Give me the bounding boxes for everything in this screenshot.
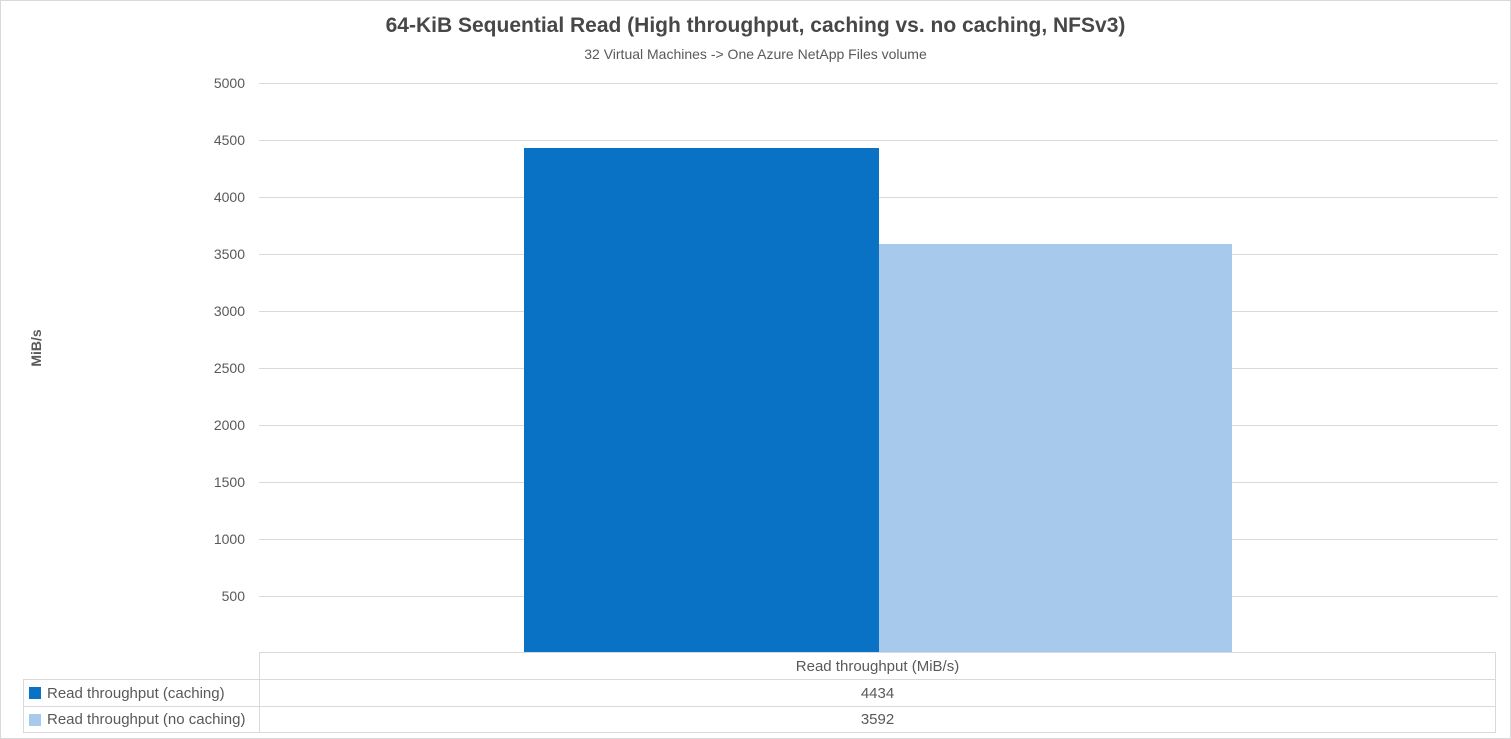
y-tick-label-4000: 4000 bbox=[213, 189, 245, 205]
chart-title: 64-KiB Sequential Read (High throughput,… bbox=[385, 14, 1126, 37]
chart-subtitle: 32 Virtual Machines -> One Azure NetApp … bbox=[584, 46, 927, 62]
legend-swatch-no-caching-icon bbox=[29, 713, 41, 726]
y-tick-label-1000: 1000 bbox=[213, 531, 245, 547]
y-tick-label-1500: 1500 bbox=[213, 474, 245, 490]
y-tick-label-3500: 3500 bbox=[213, 246, 245, 262]
legend-item-no-caching: Read throughput (no caching) bbox=[23, 706, 259, 733]
data-table-corner-cell bbox=[23, 652, 259, 679]
y-tick-label-4500: 4500 bbox=[213, 132, 245, 148]
gridline-y5000 bbox=[259, 83, 1498, 84]
data-table-category-header: Read throughput (MiB/s) bbox=[259, 652, 1496, 679]
data-table-value-no-caching: 3592 bbox=[259, 706, 1496, 733]
y-axis-title: MiB/s bbox=[28, 329, 44, 367]
data-table: Read throughput (MiB/s) Read throughput … bbox=[23, 652, 1496, 733]
y-tick-label-5000: 5000 bbox=[213, 75, 245, 91]
y-tick-label-2500: 2500 bbox=[213, 360, 245, 376]
plot-area bbox=[259, 83, 1498, 653]
y-tick-label-500: 500 bbox=[221, 588, 245, 604]
legend-label-caching: Read throughput (caching) bbox=[47, 684, 225, 702]
y-tick-label-2000: 2000 bbox=[213, 417, 245, 433]
legend-swatch-caching-icon bbox=[29, 687, 41, 699]
gridline-y4500 bbox=[259, 140, 1498, 141]
data-table-value-caching: 4434 bbox=[259, 679, 1496, 706]
legend-item-caching: Read throughput (caching) bbox=[23, 679, 259, 706]
legend-label-no-caching: Read throughput (no caching) bbox=[47, 711, 246, 728]
bar-no-caching bbox=[879, 243, 1232, 653]
bar-caching bbox=[524, 147, 879, 653]
y-tick-label-3000: 3000 bbox=[213, 303, 245, 319]
